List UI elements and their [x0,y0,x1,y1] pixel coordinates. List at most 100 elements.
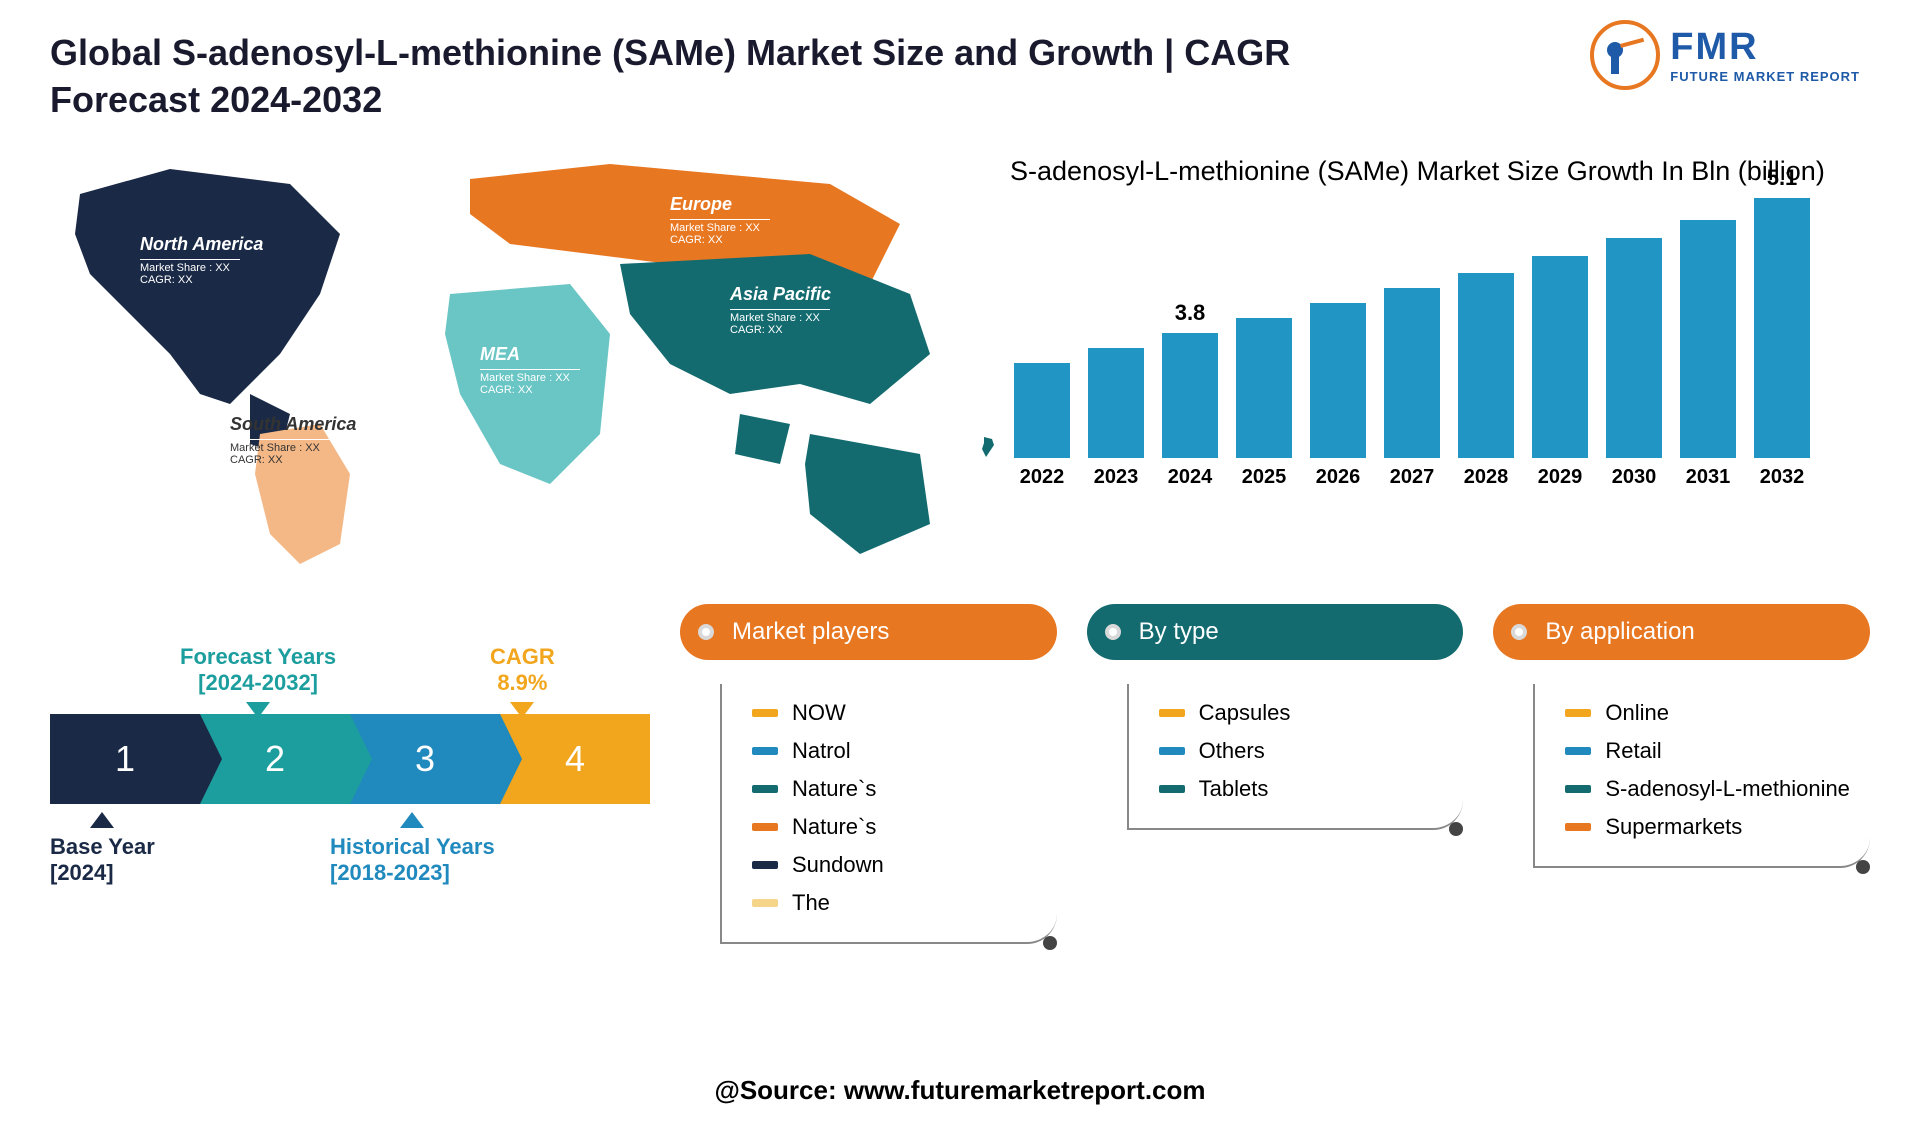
bar-value: 3.8 [1175,300,1206,328]
bar-2030: 2030 [1602,205,1666,489]
bar-2025: 2025 [1232,285,1296,489]
bar-2023: 2023 [1084,315,1148,489]
bar-2026: 2026 [1306,270,1370,489]
bar-year-label: 2028 [1464,466,1509,489]
logo-icon [1590,20,1660,90]
bar-year-label: 2025 [1242,466,1287,489]
bullet-icon [1159,709,1185,717]
bullet-icon [752,709,778,717]
timeline-block-2: 2 [200,714,350,804]
category-list: Capsules Others Tablets [1127,684,1464,830]
item-label: Others [1199,738,1265,764]
bar-year-label: 2024 [1168,466,1213,489]
category-market-players: Market players NOW Natrol Nature`s Nature`s S… [680,604,1057,944]
bar-year-label: 2026 [1316,466,1361,489]
bar-2022: 2022 [1010,330,1074,489]
list-item: Online [1565,694,1870,732]
category-by-type: By type Capsules Others Tablets [1087,604,1464,944]
fmr-logo: FMR FUTURE MARKET REPORT [1590,20,1860,90]
bar-2028: 2028 [1454,240,1518,489]
chart-title: S-adenosyl-L-methionine (SAMe) Market Si… [1010,154,1870,189]
map-region-south-america: South AmericaMarket Share : XXCAGR: XX [230,414,356,466]
category-header: By type [1087,604,1464,660]
item-label: Supermarkets [1605,814,1742,840]
bullet-icon [1565,823,1591,831]
bar-rect [1384,288,1440,458]
timeline-top-label: Forecast Years[2024-2032] [180,644,336,718]
list-item: Nature`s [752,770,1057,808]
list-item: S-adenosyl-L-methionine [1565,770,1870,808]
bullet-icon [1565,785,1591,793]
bar-year-label: 2029 [1538,466,1583,489]
item-label: NOW [792,700,846,726]
timeline-bottom-label: Base Year[2024] [50,812,155,886]
bar-value: 5.1 [1767,165,1798,193]
list-item: The [752,884,1057,922]
bar-rect [1014,363,1070,458]
bar-rect [1458,273,1514,458]
bar-2029: 2029 [1528,223,1592,489]
bullet-icon [752,823,778,831]
bar-year-label: 2032 [1760,466,1805,489]
timeline-top-label: CAGR8.9% [490,644,555,718]
bullet-icon [1565,709,1591,717]
list-item: NOW [752,694,1057,732]
bar-year-label: 2031 [1686,466,1731,489]
timeline-block-4: 4 [500,714,650,804]
item-label: Sundown [792,852,884,878]
source-attribution: @Source: www.futuremarketreport.com [714,1075,1205,1106]
bullet-icon [1159,785,1185,793]
map-region-asia-pacific: Asia PacificMarket Share : XXCAGR: XX [730,284,831,336]
bar-rect [1088,348,1144,458]
timeline-block-3: 3 [350,714,500,804]
bar-year-label: 2030 [1612,466,1657,489]
timeline-panel: Forecast Years[2024-2032] CAGR8.9% 1234 B… [50,604,650,944]
bar-rect [1754,198,1810,458]
bar-rect [1310,303,1366,458]
timeline-bottom-label: Historical Years[2018-2023] [330,812,495,886]
bullet-icon [752,899,778,907]
bar-rect [1532,256,1588,458]
list-item: Supermarkets [1565,808,1870,846]
bar-2027: 2027 [1380,255,1444,489]
category-list: Online Retail S-adenosyl-L-methionine Super… [1533,684,1870,868]
world-map: North AmericaMarket Share : XXCAGR: XXSo… [50,154,970,574]
timeline-block-1: 1 [50,714,200,804]
bullet-icon [1565,747,1591,755]
bar-rect [1680,220,1736,458]
list-item: Others [1159,732,1464,770]
list-item: Tablets [1159,770,1464,808]
bullet-icon [752,747,778,755]
bullet-icon [752,785,778,793]
list-item: Capsules [1159,694,1464,732]
category-by-application: By applicationOnlineRetailS-adenosyl-L-m… [1493,604,1870,944]
bar-rect [1606,238,1662,458]
logo-sub-text: FUTURE MARKET REPORT [1670,69,1860,84]
item-label: Capsules [1199,700,1291,726]
item-label: Natrol [792,738,851,764]
list-item: Retail [1565,732,1870,770]
list-item: Natrol [752,732,1057,770]
bar-rect [1236,318,1292,458]
logo-main-text: FMR [1670,26,1860,69]
item-label: Retail [1605,738,1661,764]
bar-year-label: 2027 [1390,466,1435,489]
bar-rect [1162,333,1218,458]
bar-year-label: 2022 [1020,466,1065,489]
nz-icon [980,435,998,459]
bar-2024: 3.8 2024 [1158,300,1222,489]
item-label: Tablets [1199,776,1269,802]
bar-2031: 2031 [1676,187,1740,489]
market-size-chart: S-adenosyl-L-methionine (SAMe) Market Si… [1010,154,1870,574]
category-header: Market players [680,604,1057,660]
bullet-icon [1159,747,1185,755]
item-label: The [792,890,830,916]
item-label: Online [1605,700,1669,726]
bullet-icon [752,861,778,869]
map-region-europe: EuropeMarket Share : XXCAGR: XX [670,194,770,246]
item-label: Nature`s [792,776,876,802]
bar-year-label: 2023 [1094,466,1139,489]
list-item: Nature`s [752,808,1057,846]
item-label: S-adenosyl-L-methionine [1605,776,1850,802]
map-region-mea: MEAMarket Share : XXCAGR: XX [480,344,580,396]
